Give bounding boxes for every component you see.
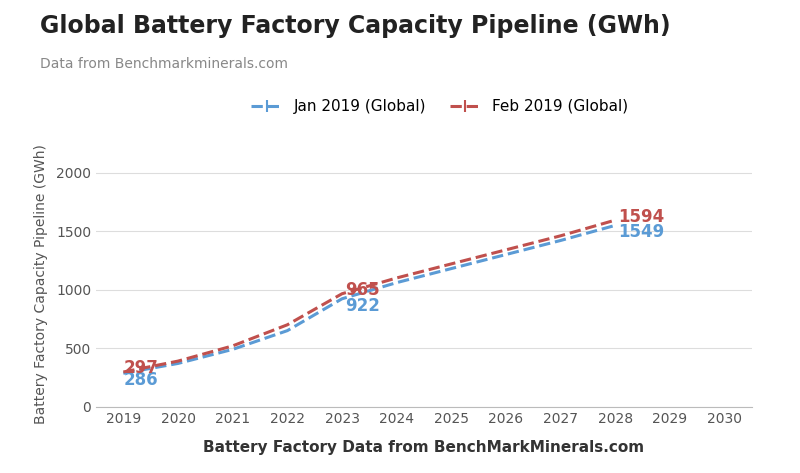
Text: 922: 922 [345, 297, 380, 315]
Text: 297: 297 [123, 359, 158, 377]
Text: Global Battery Factory Capacity Pipeline (GWh): Global Battery Factory Capacity Pipeline… [40, 14, 670, 38]
Legend: Jan 2019 (Global), Feb 2019 (Global): Jan 2019 (Global), Feb 2019 (Global) [246, 93, 634, 120]
Text: Data from Benchmarkminerals.com: Data from Benchmarkminerals.com [40, 57, 288, 71]
Text: 1549: 1549 [618, 223, 664, 241]
X-axis label: Battery Factory Data from BenchMarkMinerals.com: Battery Factory Data from BenchMarkMiner… [203, 439, 645, 455]
Text: 1594: 1594 [618, 208, 664, 226]
Text: 965: 965 [345, 281, 379, 299]
Y-axis label: Battery Factory Capacity Pipeline (GWh): Battery Factory Capacity Pipeline (GWh) [34, 144, 48, 424]
Text: 286: 286 [123, 371, 158, 389]
